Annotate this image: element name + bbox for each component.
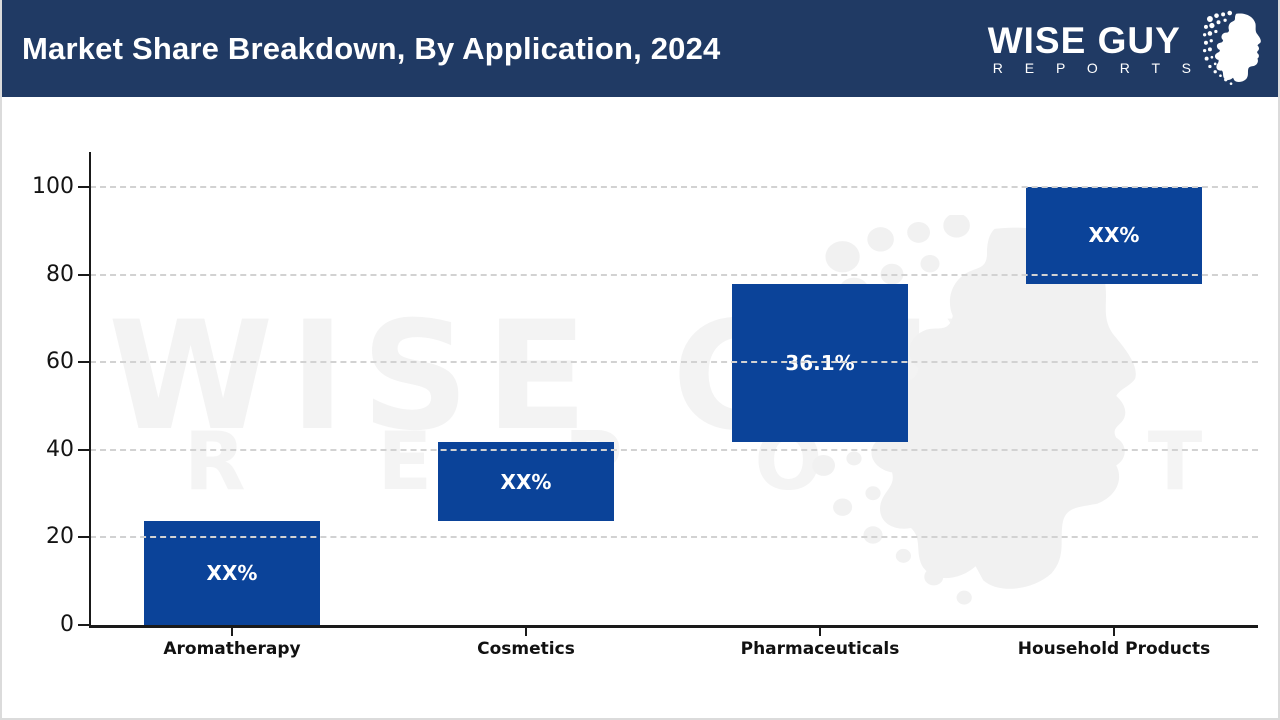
bar-value-label: XX% (500, 469, 552, 494)
y-tick-100 (78, 185, 90, 188)
gridline-y-100 (90, 185, 1258, 188)
bar-aromatherapy: XX% (144, 521, 320, 625)
y-tick-label-0: 0 (60, 612, 74, 637)
y-tick-80 (78, 273, 90, 276)
x-category-label: Cosmetics (477, 639, 575, 659)
x-category-label: Pharmaceuticals (740, 639, 900, 659)
y-axis-line (89, 152, 91, 628)
y-tick-20 (78, 536, 90, 539)
logo-subtitle: R E P O R T S (992, 60, 1200, 77)
bar-value-label: XX% (1088, 223, 1140, 248)
gridline-y-20 (90, 536, 1258, 539)
wiseguy-logo: WISE GUY R E P O R T S (988, 6, 1268, 92)
bar-cosmetics: XX% (438, 441, 614, 522)
x-tick-1 (525, 628, 527, 636)
gridline-y-60 (90, 361, 1258, 364)
x-tick-3 (1113, 628, 1115, 636)
x-category-label: Aromatherapy (163, 639, 301, 659)
gridline-y-80 (90, 273, 1258, 276)
logo-text: WISE GUY R E P O R T S (987, 19, 1200, 77)
bar-household-products: XX% (1026, 186, 1202, 284)
x-category-label: Household Products (1017, 639, 1211, 659)
x-tick-2 (819, 628, 821, 636)
header-bar: Market Share Breakdown, By Application, … (2, 0, 1278, 97)
bar-value-label: XX% (206, 561, 258, 586)
y-tick-0 (78, 624, 90, 626)
x-tick-0 (231, 628, 233, 636)
y-tick-label-20: 20 (46, 524, 74, 550)
y-tick-60 (78, 361, 90, 364)
dotted-face-icon (1202, 10, 1261, 85)
y-tick-label-60: 60 (46, 349, 74, 375)
y-tick-label-40: 40 (46, 436, 74, 462)
y-tick-label-80: 80 (46, 261, 74, 287)
chart-area: WISE GUY R E P O R T S 020406080100XX%Ar… (2, 97, 1278, 718)
y-tick-label-100: 100 (32, 173, 74, 199)
y-tick-40 (78, 448, 90, 451)
gridline-y-40 (90, 448, 1258, 451)
x-axis-line (89, 625, 1258, 628)
chart-title: Market Share Breakdown, By Application, … (22, 30, 721, 66)
logo-wordmark: WISE GUY (987, 19, 1181, 61)
